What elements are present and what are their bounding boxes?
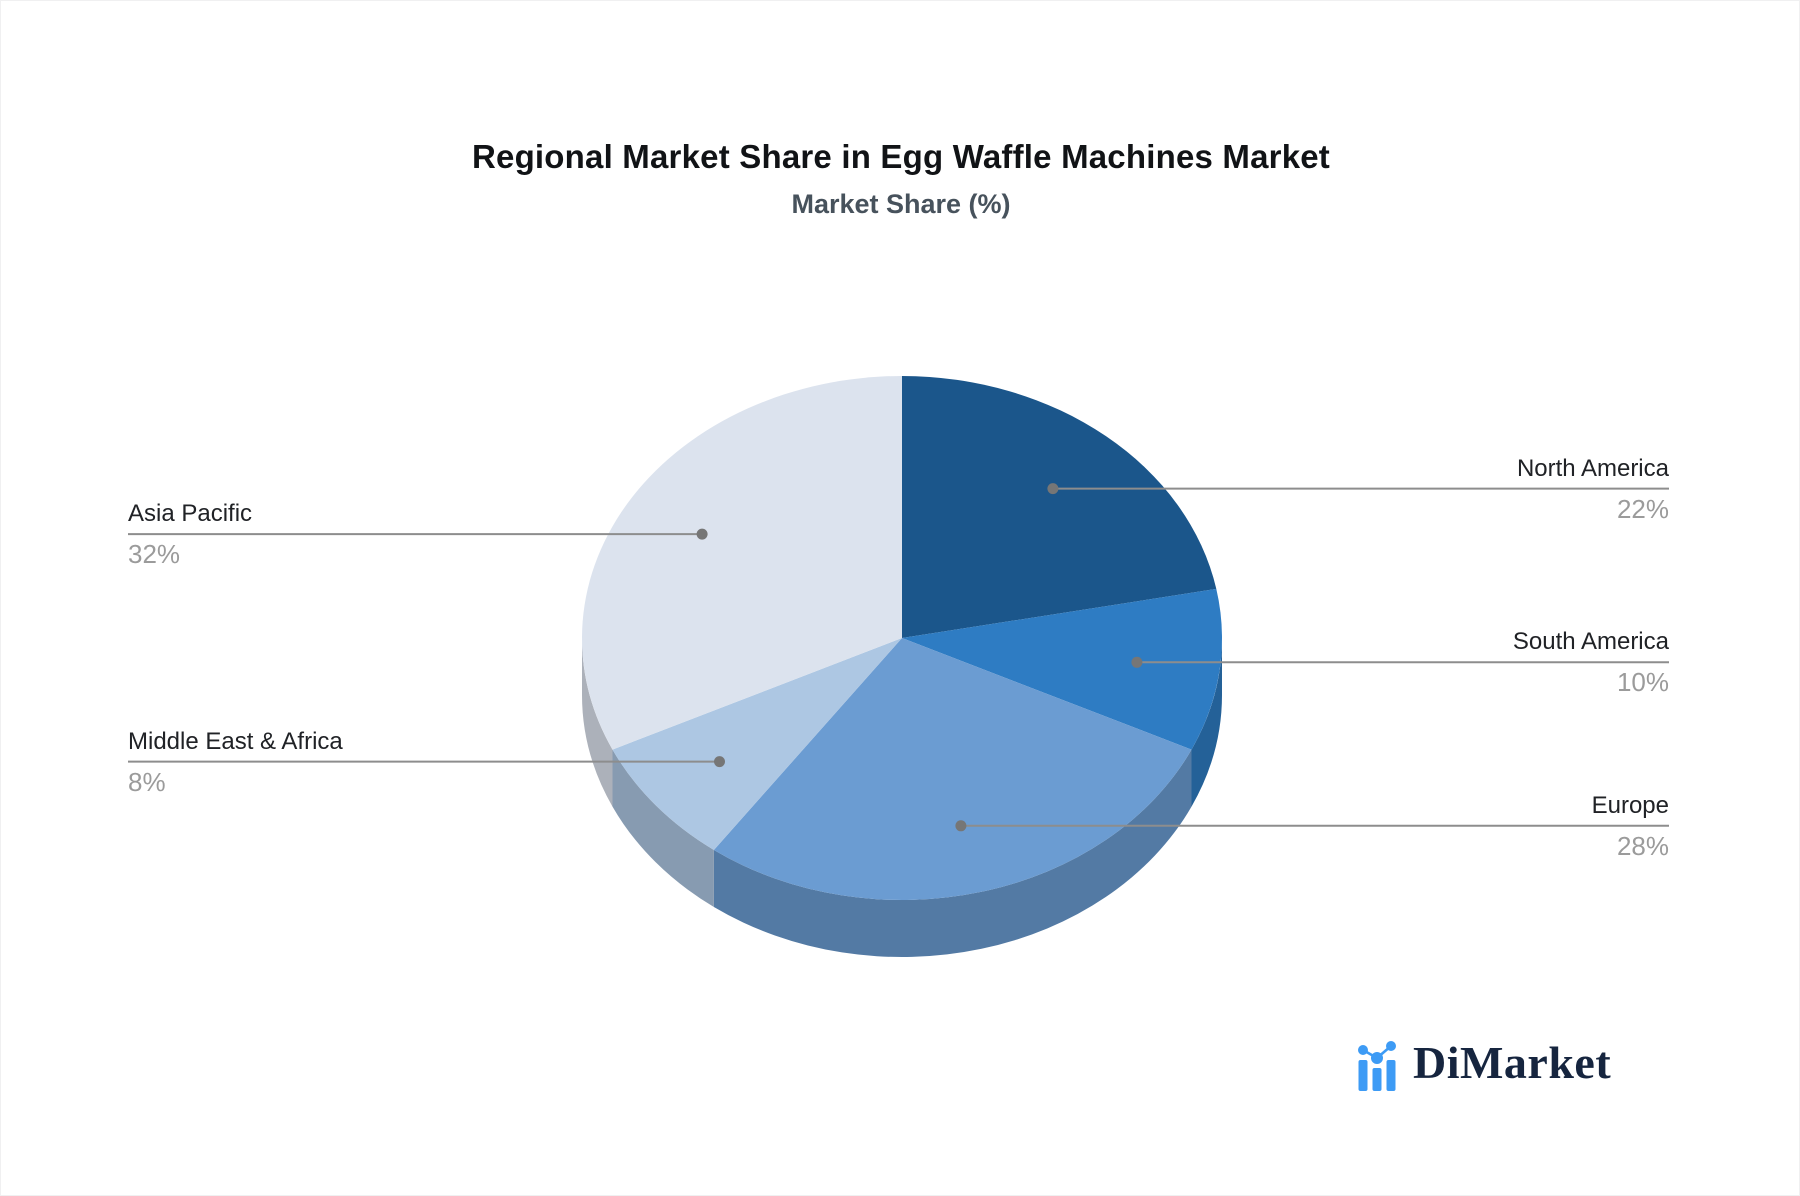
slice-value: 28% [1616,830,1669,861]
pie-slice-side-middle-east-africa [612,749,714,907]
slice-label: Europe [1591,791,1669,819]
pie-slice-asia-pacific[interactable] [582,376,902,750]
callout-europe: Europe 28% [1249,790,1669,862]
slice-label: Asia Pacific [128,500,253,528]
pie-slice-middle-east-africa[interactable] [612,638,903,850]
slice-value: 8% [128,766,166,797]
pie-slice-europe[interactable] [713,638,1192,901]
slice-label: Middle East & Africa [128,727,343,755]
leader-dot [714,756,725,768]
callout-asia-pacific: Asia Pacific 32% [128,498,548,570]
pie-slice-side-asia-pacific [582,638,613,807]
chart-subtitle: Market Share (%) [791,189,1011,219]
leader-dot [955,820,967,832]
dimarket-logo: DiMarket [1353,1035,1611,1093]
slice-label: North America [1516,454,1669,482]
dimarket-logo-text: DiMarket [1413,1037,1612,1088]
slice-value: 22% [1616,493,1669,524]
slice-value: 10% [1616,667,1669,698]
chart-title: Regional Market Share in Egg Waffle Mach… [471,138,1331,175]
dimarket-bar-chart-logo-icon [1358,1041,1396,1091]
pie-slice-north-america[interactable] [902,376,1217,638]
leader-dot [1131,656,1143,668]
slice-label: South America [1512,628,1669,656]
pie-slice-side-south-america [1191,638,1222,807]
pie-slice-side-europe [713,749,1192,958]
slice-value: 32% [128,539,181,570]
leader-dot [1047,483,1059,495]
callout-middle-east-africa: Middle East & Africa 8% [128,726,548,798]
leader-dot [696,528,708,540]
pie-slice-south-america[interactable] [902,588,1222,750]
callout-south-america: South America 10% [1249,626,1669,698]
callout-north-america: North America 22% [1249,453,1669,525]
